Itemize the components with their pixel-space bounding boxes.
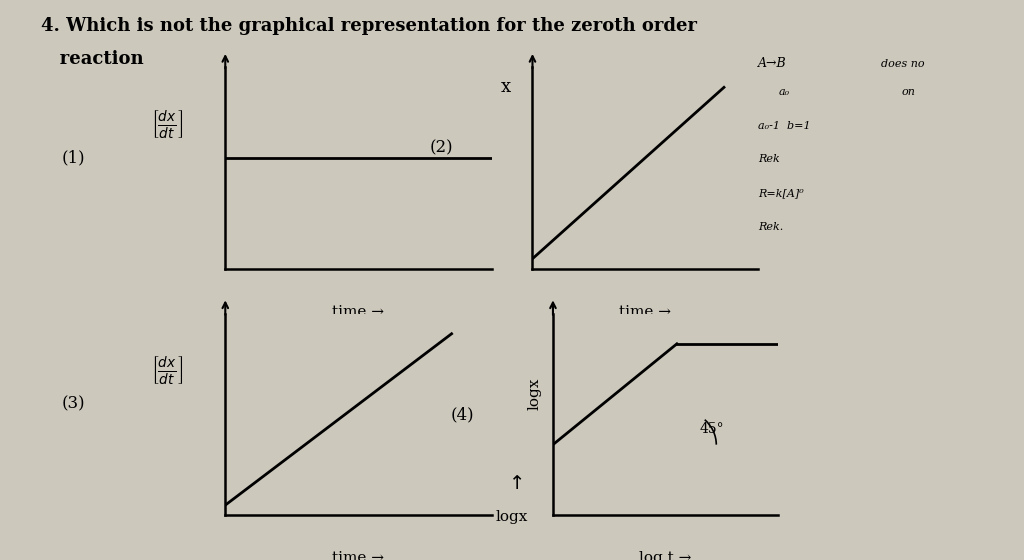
Text: a₀-1  b=1: a₀-1 b=1 xyxy=(758,121,810,131)
Text: logx: logx xyxy=(496,510,528,524)
Text: (1): (1) xyxy=(61,150,85,166)
Text: reaction: reaction xyxy=(41,50,143,68)
Text: R=k[A]⁰: R=k[A]⁰ xyxy=(758,188,804,198)
Text: ↑: ↑ xyxy=(509,474,525,493)
Text: time →: time → xyxy=(333,305,384,319)
Text: (4): (4) xyxy=(451,406,474,423)
Text: logx: logx xyxy=(528,378,542,410)
Text: time →: time → xyxy=(333,552,384,560)
Text: 4. Which is not the graphical representation for the zeroth order: 4. Which is not the graphical representa… xyxy=(41,17,697,35)
Text: on: on xyxy=(901,87,915,97)
Text: time →: time → xyxy=(620,305,671,319)
Text: (2): (2) xyxy=(430,139,454,156)
Text: a₀: a₀ xyxy=(778,87,790,97)
Text: $\left[\frac{dx}{dt}\right]$: $\left[\frac{dx}{dt}\right]$ xyxy=(151,354,182,386)
Text: does no: does no xyxy=(881,59,925,69)
Text: $\left[\frac{dx}{dt}\right]$: $\left[\frac{dx}{dt}\right]$ xyxy=(151,108,182,139)
Text: 45°: 45° xyxy=(699,422,724,436)
Text: x: x xyxy=(501,78,511,96)
Text: (3): (3) xyxy=(61,396,85,413)
Text: log t →: log t → xyxy=(639,552,692,560)
Text: Rek: Rek xyxy=(758,155,779,165)
Text: Rek.: Rek. xyxy=(758,222,783,232)
Text: A→B: A→B xyxy=(758,57,786,70)
